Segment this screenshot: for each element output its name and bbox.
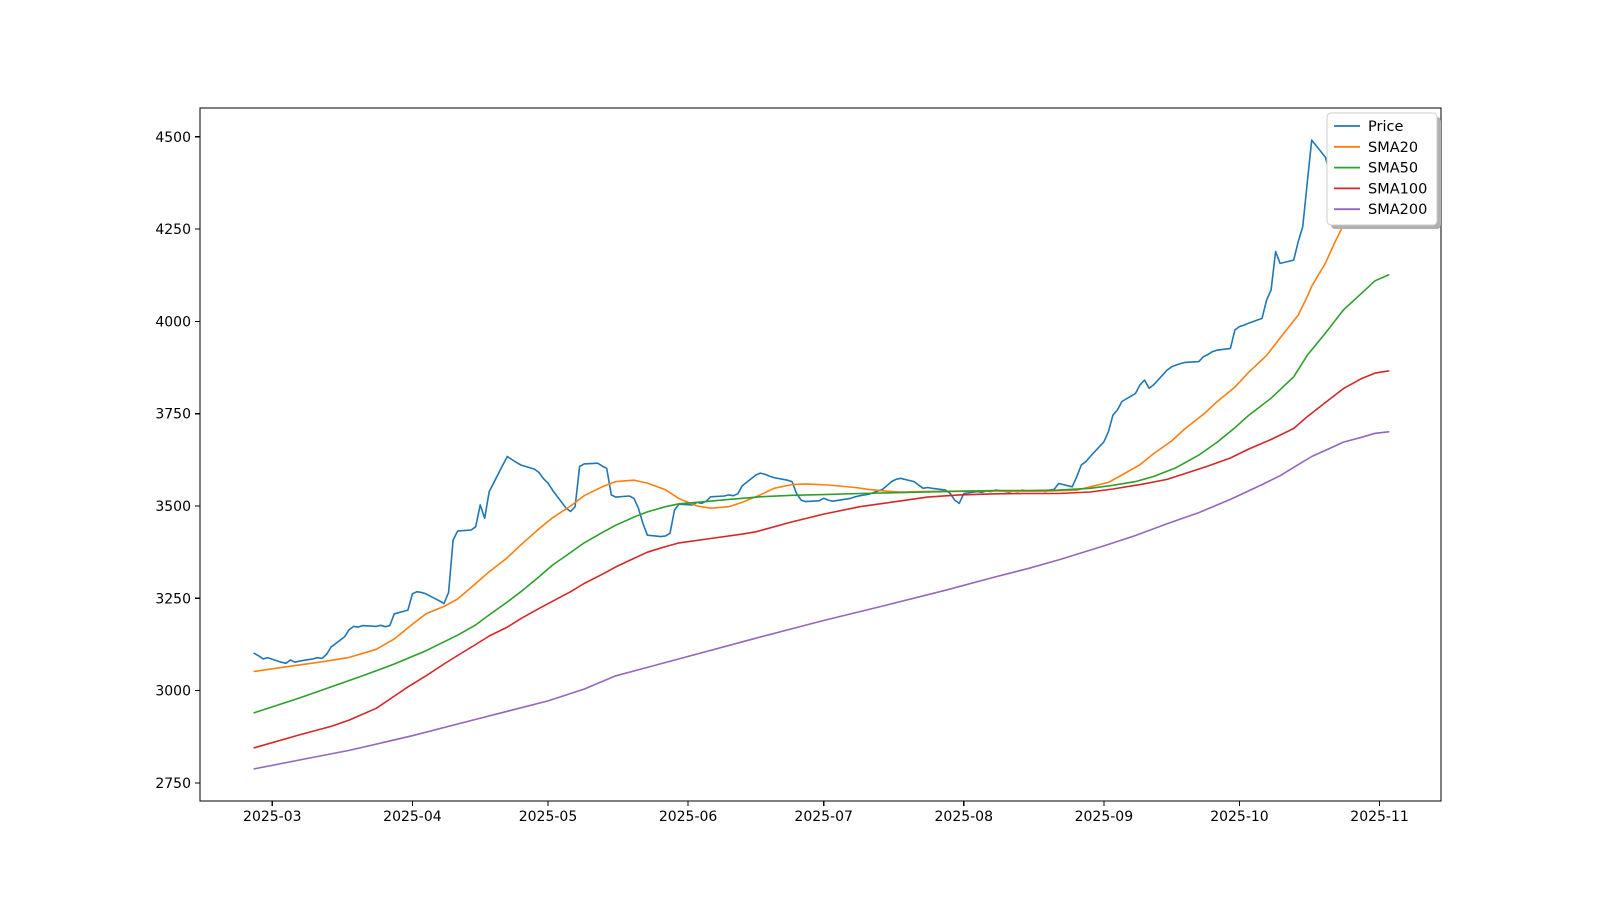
sma50-line bbox=[253, 274, 1390, 714]
legend-label-sma200: SMA200 bbox=[1368, 202, 1427, 218]
x-tick-label-2025-11: 2025-11 bbox=[1350, 809, 1409, 825]
y-tick-label-2750: 2750 bbox=[155, 776, 191, 792]
y-tick-label-3500: 3500 bbox=[155, 499, 191, 515]
legend-box bbox=[1326, 112, 1438, 226]
sma20-line bbox=[253, 174, 1390, 673]
x-tick-label-2025-09: 2025-09 bbox=[1075, 809, 1134, 825]
x-tick-label-2025-06: 2025-06 bbox=[659, 809, 718, 825]
legend-label-sma50: SMA50 bbox=[1368, 161, 1418, 177]
y-tick-label-4000: 4000 bbox=[155, 314, 191, 330]
legend-label-sma100: SMA100 bbox=[1368, 181, 1427, 197]
y-tick-label-4500: 4500 bbox=[155, 130, 191, 146]
axes-frame bbox=[199, 107, 1442, 802]
y-tick-label-3250: 3250 bbox=[155, 591, 191, 607]
price-line bbox=[253, 139, 1390, 665]
x-tick-label-2025-10: 2025-10 bbox=[1210, 809, 1269, 825]
sma200-line bbox=[253, 430, 1390, 770]
legend-label-sma20: SMA20 bbox=[1368, 140, 1418, 156]
x-tick-label-2025-04: 2025-04 bbox=[383, 809, 442, 825]
sma100-line bbox=[253, 370, 1390, 749]
x-tick-label-2025-07: 2025-07 bbox=[794, 809, 853, 825]
x-tick-label-2025-05: 2025-05 bbox=[519, 809, 578, 825]
y-tick-label-4250: 4250 bbox=[155, 222, 191, 238]
y-tick-label-3000: 3000 bbox=[155, 684, 191, 700]
x-tick-label-2025-08: 2025-08 bbox=[935, 809, 994, 825]
legend-label-price: Price bbox=[1368, 119, 1403, 135]
y-tick-label-3750: 3750 bbox=[155, 407, 191, 423]
x-tick-label-2025-03: 2025-03 bbox=[243, 809, 302, 825]
